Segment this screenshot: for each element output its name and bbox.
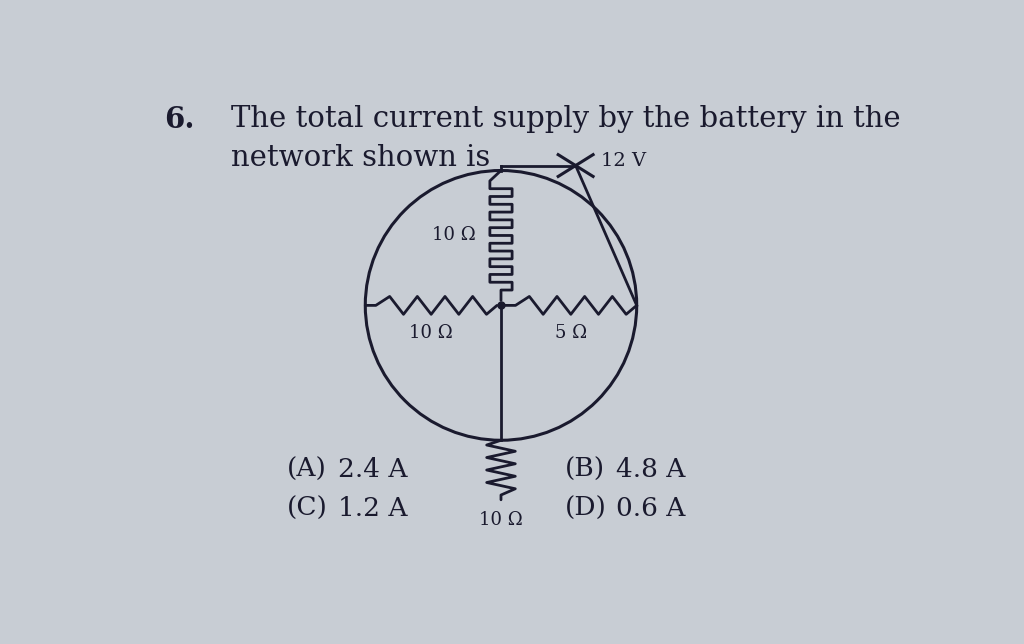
Text: (C): (C) [287, 496, 328, 521]
Text: (D): (D) [564, 496, 606, 521]
Text: 10 Ω: 10 Ω [479, 511, 523, 529]
Text: The total current supply by the battery in the: The total current supply by the battery … [231, 104, 901, 133]
Text: (B): (B) [564, 457, 604, 482]
Text: 2.4 A: 2.4 A [338, 457, 408, 482]
Text: 4.8 A: 4.8 A [616, 457, 685, 482]
Text: 10 Ω: 10 Ω [431, 227, 475, 245]
Text: 10 Ω: 10 Ω [410, 324, 453, 342]
Text: 12 V: 12 V [601, 151, 646, 169]
Text: 6.: 6. [164, 104, 195, 133]
Text: 1.2 A: 1.2 A [338, 496, 408, 521]
Text: 5 Ω: 5 Ω [555, 324, 587, 342]
Text: (A): (A) [287, 457, 327, 482]
Text: network shown is: network shown is [231, 144, 490, 172]
Text: 0.6 A: 0.6 A [616, 496, 685, 521]
